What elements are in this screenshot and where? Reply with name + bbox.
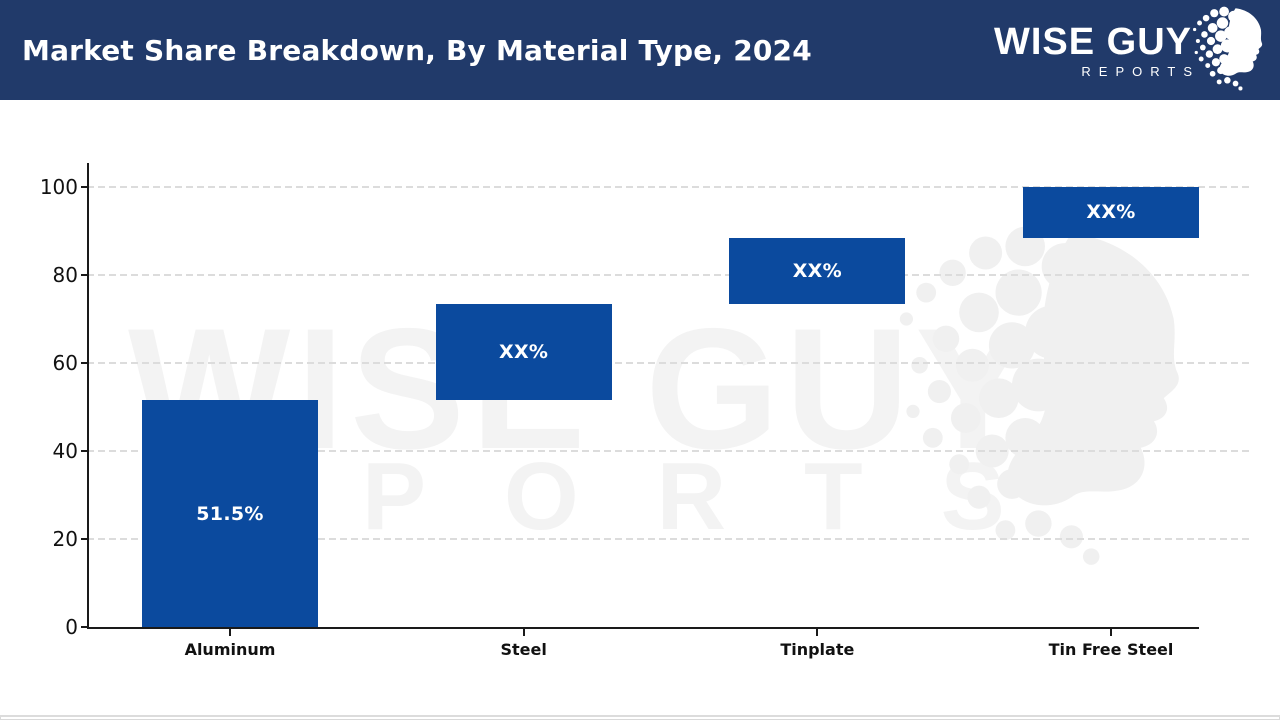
y-axis-spine xyxy=(87,163,89,629)
bar-value-label: XX% xyxy=(499,340,549,363)
y-tick-0 xyxy=(81,626,87,628)
x-tick-3 xyxy=(816,629,819,636)
y-tick-80 xyxy=(81,274,87,276)
x-tick-2 xyxy=(522,629,525,636)
gridline-60 xyxy=(87,362,1253,364)
report-header: Market Share Breakdown, By Material Type… xyxy=(0,0,1280,100)
logo-wordmark: WISE GUY xyxy=(993,20,1192,63)
bar-tinplate: XX% xyxy=(729,237,906,304)
y-tick-label-100: 100 xyxy=(39,175,78,199)
x-tick-4 xyxy=(1110,629,1112,636)
gridline-40 xyxy=(87,450,1253,452)
logo-wiseguy: WISE GUY REPORTS xyxy=(994,4,1270,96)
y-tick-label-60: 60 xyxy=(52,351,78,375)
bar-tin-free-steel: XX% xyxy=(1023,187,1199,238)
category-label: Tinplate xyxy=(780,640,855,659)
chart-area: WISE GUY PORTS 0 20 40 60 80 100 51.5% Aluminum… xyxy=(0,100,1280,716)
category-label: Tin Free Steel xyxy=(1048,640,1174,659)
category-label: Aluminum xyxy=(184,640,276,659)
y-tick-60 xyxy=(81,362,87,364)
footer-divider xyxy=(0,715,1280,717)
x-tick-1 xyxy=(229,629,231,636)
watermark-reports: PORTS xyxy=(362,443,1083,550)
watermark-head-icon xyxy=(880,220,1210,660)
logo-head-icon xyxy=(1188,5,1270,95)
y-tick-label-20: 20 xyxy=(52,527,78,551)
y-tick-20 xyxy=(81,538,87,540)
bar-steel: XX% xyxy=(435,303,612,401)
bar-aluminum: 51.5% xyxy=(142,400,318,627)
y-tick-label-0: 0 xyxy=(65,615,78,639)
bar-value-label: XX% xyxy=(792,259,842,282)
gridline-80 xyxy=(87,274,1253,276)
page-title: Market Share Breakdown, By Material Type… xyxy=(22,33,812,67)
x-axis-spine xyxy=(87,627,1199,629)
logo-reports-label: REPORTS xyxy=(1081,63,1200,79)
category-label: Steel xyxy=(500,640,547,659)
y-tick-label-40: 40 xyxy=(52,439,78,463)
bar-value-label: 51.5% xyxy=(196,502,264,525)
gridline-100 xyxy=(87,186,1253,188)
gridline-20 xyxy=(87,538,1253,540)
y-tick-100 xyxy=(81,186,87,188)
y-tick-40 xyxy=(81,450,87,452)
logo-text: WISE GUY REPORTS xyxy=(994,23,1192,78)
y-tick-label-80: 80 xyxy=(52,263,78,287)
bar-value-label: XX% xyxy=(1086,201,1136,224)
